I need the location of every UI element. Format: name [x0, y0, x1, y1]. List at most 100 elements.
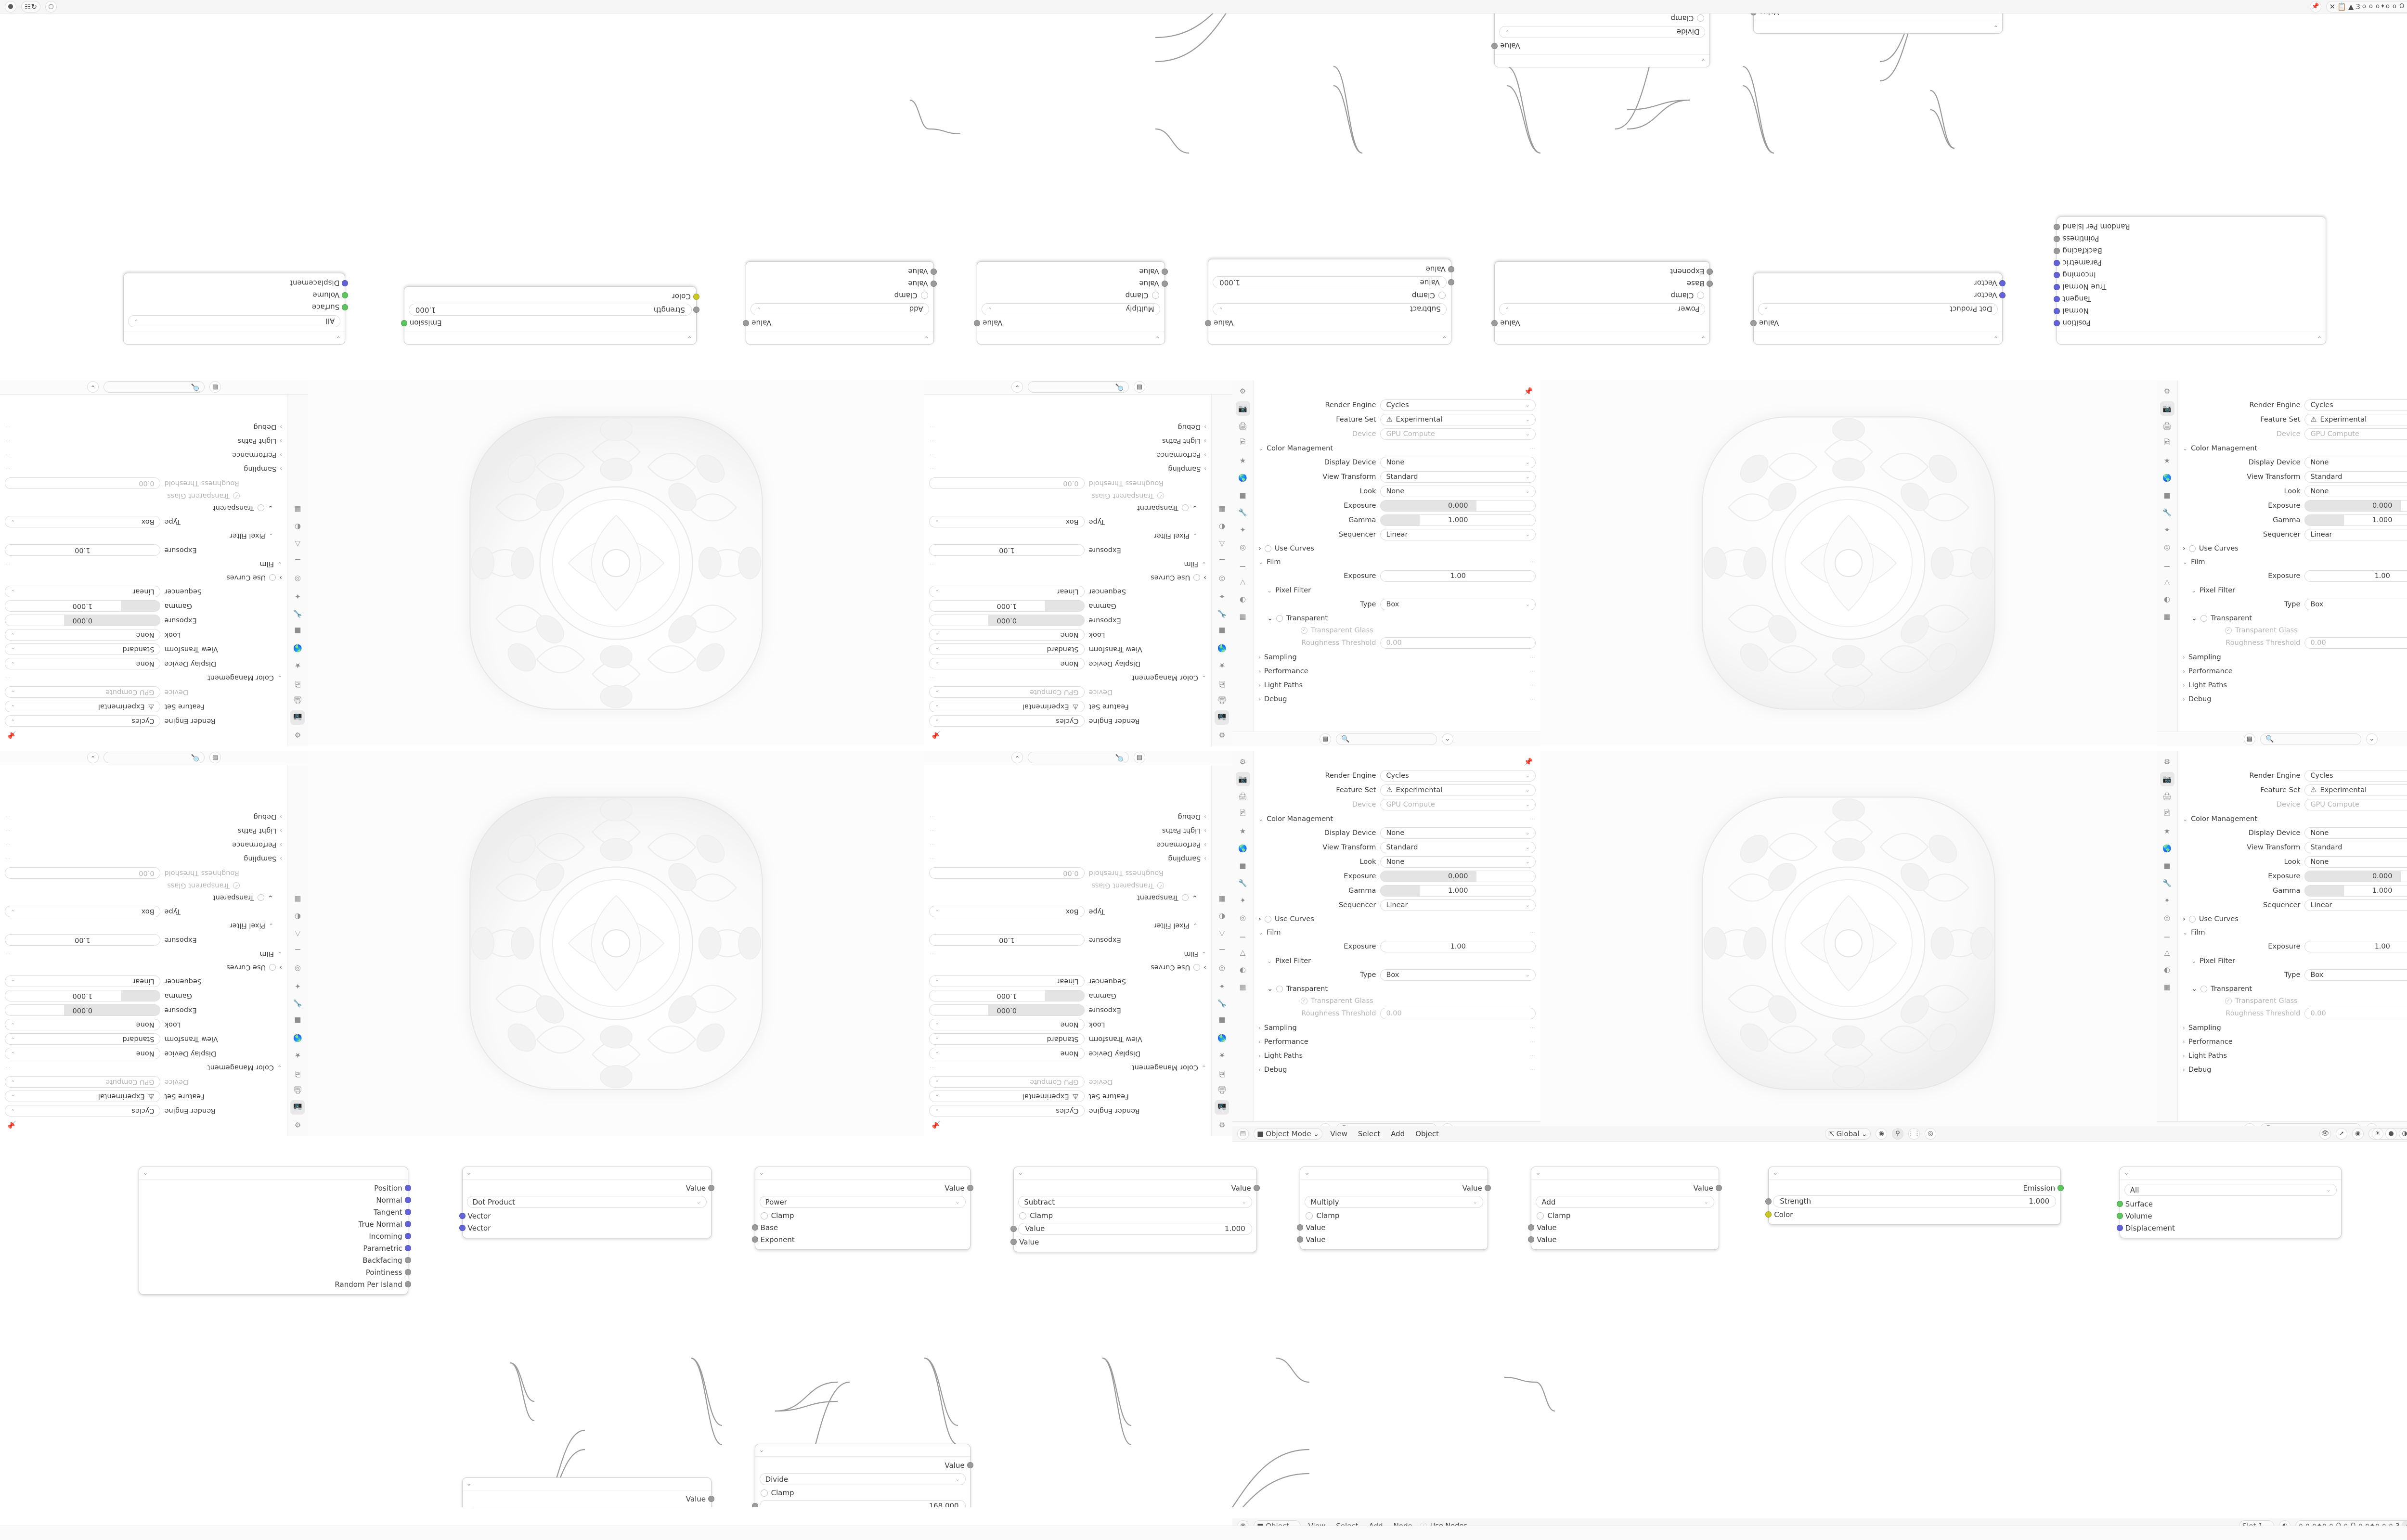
property-control[interactable]: 1.000 [1380, 514, 1536, 526]
transparent-checkbox[interactable]: ⌄ Transparent [1258, 612, 1536, 624]
property-row[interactable]: Device GPU Compute ⌄ [1258, 427, 1536, 440]
property-row[interactable]: Look None ⌄ [1258, 485, 1536, 498]
options-icon[interactable]: ▤ [1134, 381, 1145, 393]
properties-footer[interactable]: ▤ 🔍 ⌄ [924, 380, 1232, 395]
node-output-socket-row[interactable]: Value [1491, 40, 1709, 52]
property-control[interactable]: 0.00 [2304, 1007, 2407, 1019]
section-sampling[interactable]: › Sampling ⋯ [1258, 1021, 1536, 1034]
properties-tab-rail[interactable]: ⚙ 📷 🖨 🖻 ★ 🌎 ■ 🔧 ✦ ◎ ⚊ △ ◐ ▦ [287, 380, 308, 746]
properties-tab-scene[interactable]: ★ [1215, 658, 1229, 673]
properties-tab-render[interactable]: 📷 [2160, 772, 2174, 786]
overlays-icon[interactable]: ◉ [2352, 1128, 2364, 1140]
property-control[interactable]: None ⌄ [2304, 856, 2407, 868]
properties-tab-texture[interactable]: ▦ [1236, 609, 1250, 624]
properties-tab-rail[interactable]: ⚙ 📷 🖨 🖻 ★ 🌎 ■ 🔧 ✦ ◎ ⚊ △ ◐ ▦ [1232, 380, 1254, 746]
chevron-down-icon[interactable]: ⌄ [1442, 733, 1453, 745]
properties-tab-rail[interactable]: ⚙ 📷 🖨 🖻 ★ 🌎 ■ 🔧 ✦ ◎ ⚊ △ ◐ ▦ [2157, 380, 2178, 746]
property-control[interactable]: ⚠ Experimental ⌄ [5, 1091, 160, 1103]
properties-tab-view-layer[interactable]: 🖻 [1215, 676, 1229, 690]
property-control[interactable]: Linear ⌄ [2304, 528, 2407, 540]
property-control[interactable]: 0.00 [1380, 1007, 1536, 1019]
node-header[interactable]: ⌄ [462, 1167, 711, 1180]
property-control[interactable]: 0.000 [2304, 870, 2407, 882]
transform-orientation-dropdown[interactable]: ⇱ Global ⌄ [1825, 1128, 1871, 1140]
properties-footer[interactable]: ▤ 🔍 ⌄ [924, 751, 1232, 765]
workspace-icon[interactable]: ○ [45, 0, 57, 13]
property-row[interactable]: Render Engine Cycles ⌄ [2183, 398, 2407, 411]
property-row[interactable]: Device GPU Compute ⌄ [1258, 798, 1536, 811]
chevron-down-icon[interactable]: ⌄ [759, 1447, 764, 1454]
section-pixel-filter[interactable]: ⌄ Pixel Filter [1258, 954, 1536, 967]
pin-icon[interactable]: 📌 [932, 1120, 941, 1129]
close-icon[interactable]: ✕ [2329, 2, 2336, 11]
section-film[interactable]: ⌄ Film ⋯ [929, 948, 1206, 961]
property-row[interactable]: Display Device None ⌄ [5, 657, 282, 670]
property-row[interactable]: Type Box ⌄ [5, 515, 282, 528]
properties-tab-rail[interactable]: ⚙ 📷 🖨 🖻 ★ 🌎 ■ 🔧 ✦ ◎ ⚊ △ ◐ ▦ [1211, 751, 1232, 1136]
properties-row2-right-inner[interactable]: ⚙ 📷 🖨 🖻 ★ 🌎 ■ 🔧 ✦ ◎ ⚊ △ ◐ ▦ 📌 Render Engine Cycles ⌄ F… [1232, 380, 1540, 746]
properties-tab-physics[interactable]: ◎ [1236, 911, 1250, 925]
properties-tab-object[interactable]: ■ [1236, 859, 1250, 873]
properties-tab-texture[interactable]: ▦ [2160, 980, 2174, 994]
section-performance[interactable]: › Performance ⋯ [929, 838, 1206, 851]
property-control[interactable]: 0.000 [929, 615, 1085, 627]
node-output-socket-row[interactable]: Normal [2054, 305, 2326, 317]
chevron-down-icon[interactable]: ⌄ [1773, 1169, 1778, 1177]
property-row[interactable]: Feature Set ⚠ Experimental ⌄ [2183, 783, 2407, 796]
section-debug[interactable]: › Debug ⋯ [1258, 693, 1536, 706]
chevron-down-icon[interactable]: ⌄ [1535, 1169, 1541, 1177]
node-material-output[interactable]: ⌄ All ⌄ Surface Volume Displacement [123, 273, 349, 345]
section-performance[interactable]: › Performance ⋯ [2183, 665, 2407, 678]
property-control[interactable]: Box ⌄ [2304, 598, 2407, 610]
node-header[interactable]: ⌄ [755, 1167, 970, 1180]
property-control[interactable]: Linear ⌄ [5, 975, 160, 988]
output-socket-vector[interactable] [404, 1209, 411, 1215]
transparent-glass-checkbox[interactable]: ✓ Transparent Glass [2183, 995, 2407, 1007]
property-row[interactable]: Exposure 1.00 [5, 934, 282, 947]
properties-tab-output[interactable]: 🖨 [2160, 789, 2174, 804]
chevron-down-icon[interactable]: ⌄ [1155, 334, 1161, 342]
node-emission[interactable]: ⌄ Emission Strength 1.000 Color [1765, 1167, 2064, 1225]
property-control[interactable]: None ⌄ [1380, 856, 1536, 868]
field-value[interactable]: 1.000 [415, 306, 436, 314]
transparent-glass-checkbox[interactable]: ✓ Transparent Glass [5, 490, 282, 502]
property-control[interactable]: Standard ⌄ [5, 1033, 160, 1045]
output-socket-value[interactable] [404, 1257, 411, 1263]
chevron-down-icon[interactable]: ⌄ [1018, 1169, 1023, 1177]
node-output-socket-row[interactable]: Random Per Island [139, 1278, 411, 1290]
chevron-down-icon[interactable]: ⌄ [1993, 334, 1999, 342]
properties-tab-material[interactable]: ◐ [1215, 520, 1229, 534]
section-film[interactable]: ⌄ Film ⋯ [1258, 926, 1536, 939]
options-icon[interactable]: ▤ [2244, 733, 2255, 745]
node-material-output[interactable]: ⌄ All ⌄ Surface Volume Displacement [2116, 1167, 2342, 1238]
chevron-down-icon[interactable]: ⌄ [1993, 23, 1999, 31]
properties-tab-scene[interactable]: ★ [291, 658, 305, 673]
node-operation-dropdown[interactable]: Power ⌄ [759, 1196, 966, 1208]
output-socket-vector[interactable] [404, 1221, 411, 1227]
properties-footer[interactable]: ▤ 🔍 ⌄ [1232, 732, 1540, 746]
property-row[interactable]: Roughness Threshold 0.00 [2183, 636, 2407, 649]
property-control[interactable]: 1.000 [5, 600, 160, 612]
properties-search-input[interactable]: 🔍 [104, 752, 205, 764]
property-row[interactable]: Exposure 1.00 [1258, 940, 1536, 953]
chevron-down-icon[interactable]: ⌄ [466, 1480, 472, 1488]
properties-tab-physics[interactable]: ◎ [1215, 962, 1229, 976]
property-row[interactable]: Exposure 0.000 [5, 614, 282, 627]
properties-tab-material[interactable]: ◐ [2160, 592, 2174, 606]
node-output-socket-row[interactable]: Normal [139, 1194, 411, 1206]
section-debug[interactable]: › Debug ⋯ [929, 810, 1206, 823]
property-control[interactable]: 0.000 [1380, 500, 1536, 512]
properties-row3-far-right[interactable]: ⚙ 📷 🖨 🖻 ★ 🌎 ■ 🔧 ✦ ◎ ⚊ △ ◐ ▦ 📌 Render Engine Cycles ⌄ F… [2157, 751, 2407, 1136]
output-socket-shader[interactable] [2058, 1185, 2064, 1191]
clamp-checkbox[interactable]: Clamp [746, 290, 933, 301]
node-input-field-row[interactable]: Strength 1.000 [404, 303, 699, 317]
output-socket-value[interactable] [1750, 320, 1757, 326]
section-debug[interactable]: › Debug ⋯ [5, 421, 282, 434]
property-control[interactable]: ⚠ Experimental ⌄ [929, 701, 1085, 713]
viewport-menu-object[interactable]: Object [1415, 1129, 1439, 1138]
property-control[interactable]: GPU Compute ⌄ [1380, 798, 1536, 810]
property-row[interactable]: Gamma 1.000 [5, 989, 282, 1002]
property-row[interactable]: Gamma 1.000 [1258, 884, 1536, 897]
property-row[interactable]: Type Box ⌄ [929, 515, 1206, 528]
properties-row3-right-inner[interactable]: ⚙ 📷 🖨 🖻 ★ 🌎 ■ 🔧 ✦ ◎ ⚊ △ ◐ ▦ 📌 Render Engine Cycles ⌄ F… [1232, 751, 1540, 1136]
